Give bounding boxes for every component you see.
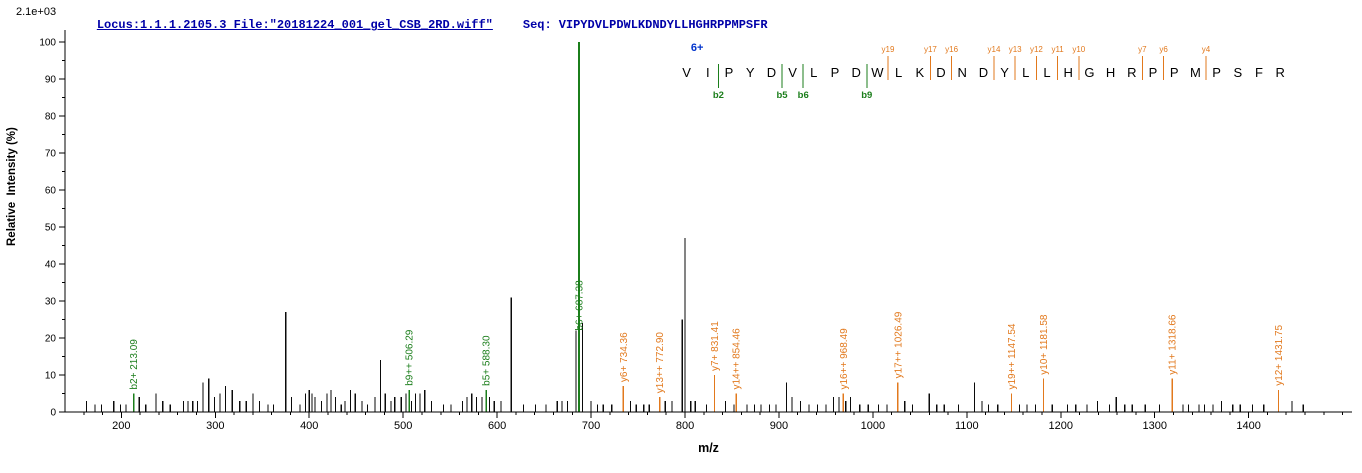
seq-label: Seq: bbox=[522, 18, 552, 32]
svg-text:b5+ 588.30: b5+ 588.30 bbox=[482, 335, 493, 386]
svg-text:1200: 1200 bbox=[1049, 420, 1073, 432]
svg-text:H: H bbox=[1106, 65, 1115, 80]
svg-text:500: 500 bbox=[394, 420, 412, 432]
svg-text:1300: 1300 bbox=[1142, 420, 1166, 432]
svg-text:600: 600 bbox=[488, 420, 506, 432]
svg-text:700: 700 bbox=[582, 420, 600, 432]
svg-text:I: I bbox=[706, 65, 710, 80]
svg-text:b6: b6 bbox=[798, 90, 809, 101]
svg-text:b2+ 213.09: b2+ 213.09 bbox=[129, 339, 140, 390]
svg-text:40: 40 bbox=[45, 260, 57, 271]
svg-text:y13++ 772.90: y13++ 772.90 bbox=[655, 332, 666, 394]
svg-text:400: 400 bbox=[300, 420, 318, 432]
svg-text:20: 20 bbox=[45, 334, 57, 345]
svg-text:y6: y6 bbox=[1159, 45, 1168, 54]
svg-text:6+: 6+ bbox=[691, 42, 704, 54]
svg-text:N: N bbox=[958, 65, 967, 80]
svg-text:y14++ 854.46: y14++ 854.46 bbox=[732, 328, 743, 390]
x-axis-title: m/z bbox=[698, 441, 719, 455]
svg-text:y14: y14 bbox=[988, 45, 1001, 54]
svg-text:P: P bbox=[725, 65, 734, 80]
header-bar: Locus:1.1.1.2105.3 File:"20181224_001_ge… bbox=[68, 4, 768, 46]
svg-text:y13: y13 bbox=[1009, 45, 1022, 54]
svg-text:1000: 1000 bbox=[861, 420, 885, 432]
svg-text:Y: Y bbox=[746, 65, 755, 80]
svg-text:1100: 1100 bbox=[955, 420, 979, 432]
svg-text:L: L bbox=[895, 65, 902, 80]
svg-text:R: R bbox=[1127, 65, 1136, 80]
svg-text:y12+ 1431.75: y12+ 1431.75 bbox=[1274, 324, 1285, 385]
svg-text:K: K bbox=[915, 65, 924, 80]
locus-file-label: Locus:1.1.1.2105.3 File:"20181224_001_ge… bbox=[96, 18, 493, 32]
max-intensity-label: 2.1e+03 bbox=[16, 6, 57, 18]
peptide-sequence-text: VIPYDVLPDWLKDNDYLLHGHRPPMPSFR bbox=[558, 18, 768, 32]
svg-text:100: 100 bbox=[39, 38, 56, 49]
svg-text:y17: y17 bbox=[924, 45, 937, 54]
svg-text:60: 60 bbox=[45, 186, 57, 197]
svg-text:y6+ 734.36: y6+ 734.36 bbox=[619, 332, 630, 382]
svg-text:b6+ 687.38: b6+ 687.38 bbox=[575, 280, 586, 331]
svg-text:900: 900 bbox=[770, 420, 788, 432]
svg-text:10: 10 bbox=[45, 371, 57, 382]
svg-text:D: D bbox=[979, 65, 988, 80]
svg-text:S: S bbox=[1233, 65, 1242, 80]
svg-text:30: 30 bbox=[45, 297, 57, 308]
svg-text:300: 300 bbox=[206, 420, 224, 432]
svg-text:y11: y11 bbox=[1051, 45, 1064, 54]
svg-text:y17++ 1026.49: y17++ 1026.49 bbox=[893, 311, 904, 378]
svg-text:y16++ 968.49: y16++ 968.49 bbox=[839, 328, 850, 390]
svg-text:P: P bbox=[1212, 65, 1221, 80]
spectrum-peaks bbox=[86, 238, 1304, 412]
svg-text:y10: y10 bbox=[1072, 45, 1085, 54]
svg-text:b9: b9 bbox=[861, 90, 872, 101]
svg-text:y12: y12 bbox=[1030, 45, 1043, 54]
svg-text:y10+ 1181.58: y10+ 1181.58 bbox=[1039, 314, 1050, 375]
svg-text:L: L bbox=[1022, 65, 1029, 80]
svg-text:1400: 1400 bbox=[1236, 420, 1260, 432]
svg-text:y19: y19 bbox=[882, 45, 895, 54]
svg-text:F: F bbox=[1255, 65, 1263, 80]
svg-text:L: L bbox=[1043, 65, 1050, 80]
svg-text:y7+ 831.41: y7+ 831.41 bbox=[710, 321, 721, 371]
svg-text:R: R bbox=[1276, 65, 1285, 80]
svg-text:V: V bbox=[788, 65, 797, 80]
svg-text:H: H bbox=[1064, 65, 1073, 80]
svg-text:Y: Y bbox=[1000, 65, 1009, 80]
svg-text:P: P bbox=[831, 65, 840, 80]
svg-text:M: M bbox=[1190, 65, 1201, 80]
svg-text:b5: b5 bbox=[776, 90, 788, 101]
svg-text:y7: y7 bbox=[1138, 45, 1147, 54]
svg-text:y11+ 1318.66: y11+ 1318.66 bbox=[1168, 314, 1179, 375]
svg-text:P: P bbox=[1170, 65, 1179, 80]
svg-text:P: P bbox=[1149, 65, 1158, 80]
svg-text:G: G bbox=[1084, 65, 1094, 80]
svg-text:50: 50 bbox=[45, 223, 57, 234]
svg-text:D: D bbox=[767, 65, 776, 80]
svg-text:W: W bbox=[871, 65, 884, 80]
svg-text:y19++ 1147.54: y19++ 1147.54 bbox=[1007, 323, 1018, 389]
axes: 0 10 20 30 40 50 60 70 80 90 100 200 300 400 500 600 700… bbox=[39, 30, 1352, 432]
svg-text:D: D bbox=[936, 65, 945, 80]
svg-text:80: 80 bbox=[45, 112, 57, 123]
svg-text:y16: y16 bbox=[945, 45, 958, 54]
svg-text:D: D bbox=[852, 65, 861, 80]
svg-text:0: 0 bbox=[50, 408, 56, 419]
svg-text:200: 200 bbox=[112, 420, 130, 432]
svg-text:800: 800 bbox=[676, 420, 694, 432]
svg-text:L: L bbox=[810, 65, 817, 80]
svg-text:V: V bbox=[682, 65, 691, 80]
svg-text:y4: y4 bbox=[1202, 45, 1211, 54]
svg-text:90: 90 bbox=[45, 75, 57, 86]
fragment-ion-peaks: b2+ 213.09 b9++ 506.29 b5+ 588.30 b6+ 687.3… bbox=[129, 42, 1285, 412]
svg-text:b9++ 506.29: b9++ 506.29 bbox=[405, 329, 416, 386]
svg-text:b2: b2 bbox=[713, 90, 724, 101]
svg-text:70: 70 bbox=[45, 149, 57, 160]
